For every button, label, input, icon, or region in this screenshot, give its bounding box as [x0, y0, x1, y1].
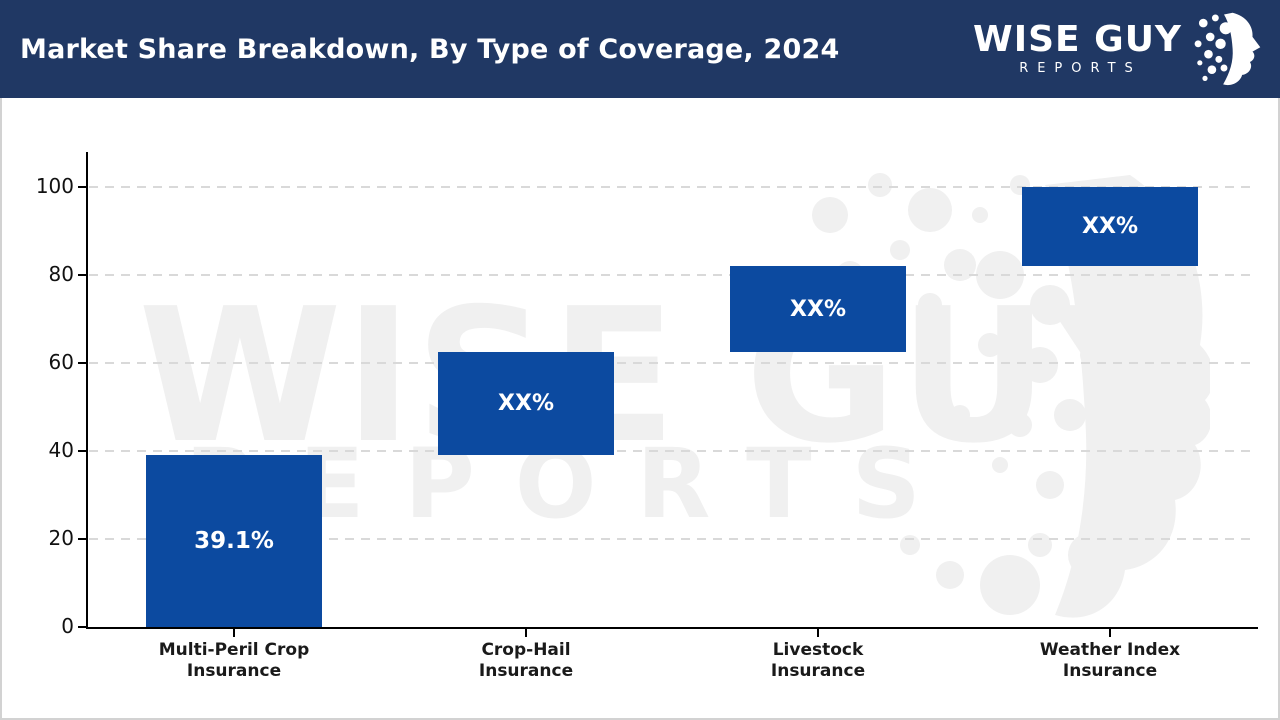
x-axis-category-label: Multi-Peril Crop Insurance — [84, 640, 384, 682]
category-line1: Livestock — [772, 640, 864, 660]
x-axis-category-label: Livestock Insurance — [668, 640, 968, 682]
gridline — [89, 450, 1256, 452]
page-bottom-edge-line — [0, 718, 1280, 720]
bar-weather-index: XX% — [1022, 187, 1198, 267]
category-line1: Crop-Hail — [481, 640, 571, 660]
y-axis-tick — [78, 538, 87, 540]
category-line2: Insurance — [1062, 661, 1158, 681]
brand-logo: WISE GUY REPORTS — [973, 0, 1262, 98]
x-axis-category-label: Weather Index Insurance — [960, 640, 1260, 682]
x-axis-tick — [233, 629, 235, 637]
gridline — [89, 186, 1256, 188]
x-axis-tick — [817, 629, 819, 637]
bar-value-label: XX% — [1082, 214, 1138, 240]
header-bar: Market Share Breakdown, By Type of Cover… — [0, 0, 1280, 98]
brand-head-icon — [1194, 12, 1261, 86]
brand-name: WISE GUY — [972, 19, 1182, 60]
bar-livestock: XX% — [730, 266, 906, 352]
page-title: Market Share Breakdown, By Type of Cover… — [20, 33, 840, 65]
y-axis-tick — [78, 362, 87, 364]
x-axis-tick — [1109, 629, 1111, 637]
brand-subname: REPORTS — [1019, 61, 1142, 76]
page-left-edge-line — [0, 98, 2, 720]
y-axis-tick — [78, 186, 87, 188]
gridline — [89, 274, 1256, 276]
watermark-text-wiseguy: WISE GUY — [138, 268, 1187, 484]
y-axis-line — [86, 152, 88, 629]
category-line2: Insurance — [186, 661, 282, 681]
y-axis-tick-label: 60 — [48, 350, 74, 374]
bar-value-label: XX% — [498, 390, 554, 416]
y-axis-tick — [78, 274, 87, 276]
gridline — [89, 362, 1256, 364]
y-axis-tick — [78, 450, 87, 452]
x-axis-line — [86, 627, 1258, 629]
category-line2: Insurance — [770, 661, 866, 681]
bar-crop-hail: XX% — [438, 352, 614, 455]
y-axis-tick-label: 80 — [48, 262, 74, 286]
y-axis-tick-label: 20 — [48, 526, 74, 550]
x-axis-category-label: Crop-Hail Insurance — [376, 640, 676, 682]
x-axis-tick — [525, 629, 527, 637]
category-line1: Multi-Peril Crop — [158, 640, 310, 660]
page-right-edge-line — [1278, 98, 1280, 720]
y-axis-tick — [78, 626, 87, 628]
bar-value-label: 39.1% — [194, 527, 274, 554]
category-line1: Weather Index — [1039, 640, 1181, 660]
category-line2: Insurance — [478, 661, 574, 681]
y-axis-tick-label: 0 — [61, 614, 74, 638]
bar-multi-peril-crop: 39.1% — [146, 454, 322, 627]
gridline — [89, 538, 1256, 540]
y-axis-tick-label: 100 — [35, 174, 74, 198]
y-axis-tick-label: 40 — [48, 438, 74, 462]
bar-value-label: XX% — [790, 296, 846, 322]
